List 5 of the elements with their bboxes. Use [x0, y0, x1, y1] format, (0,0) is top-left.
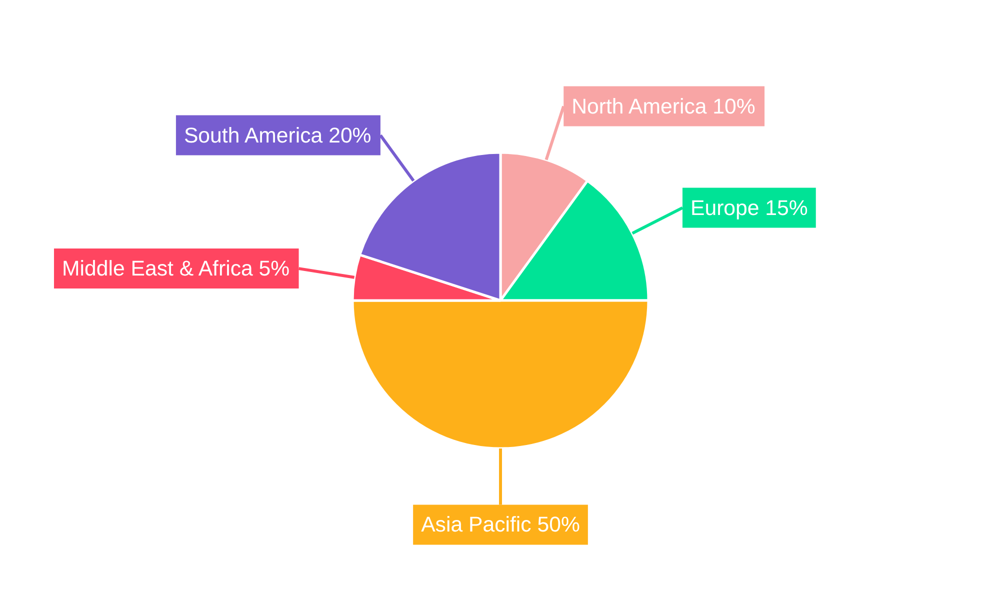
slice-label: Europe 15%: [690, 196, 808, 220]
slice-label: South America 20%: [184, 123, 372, 148]
slice-label: Asia Pacific 50%: [421, 512, 580, 537]
slice-label: North America 10%: [572, 94, 756, 118]
slice-label: Middle East & Africa 5%: [62, 256, 290, 281]
